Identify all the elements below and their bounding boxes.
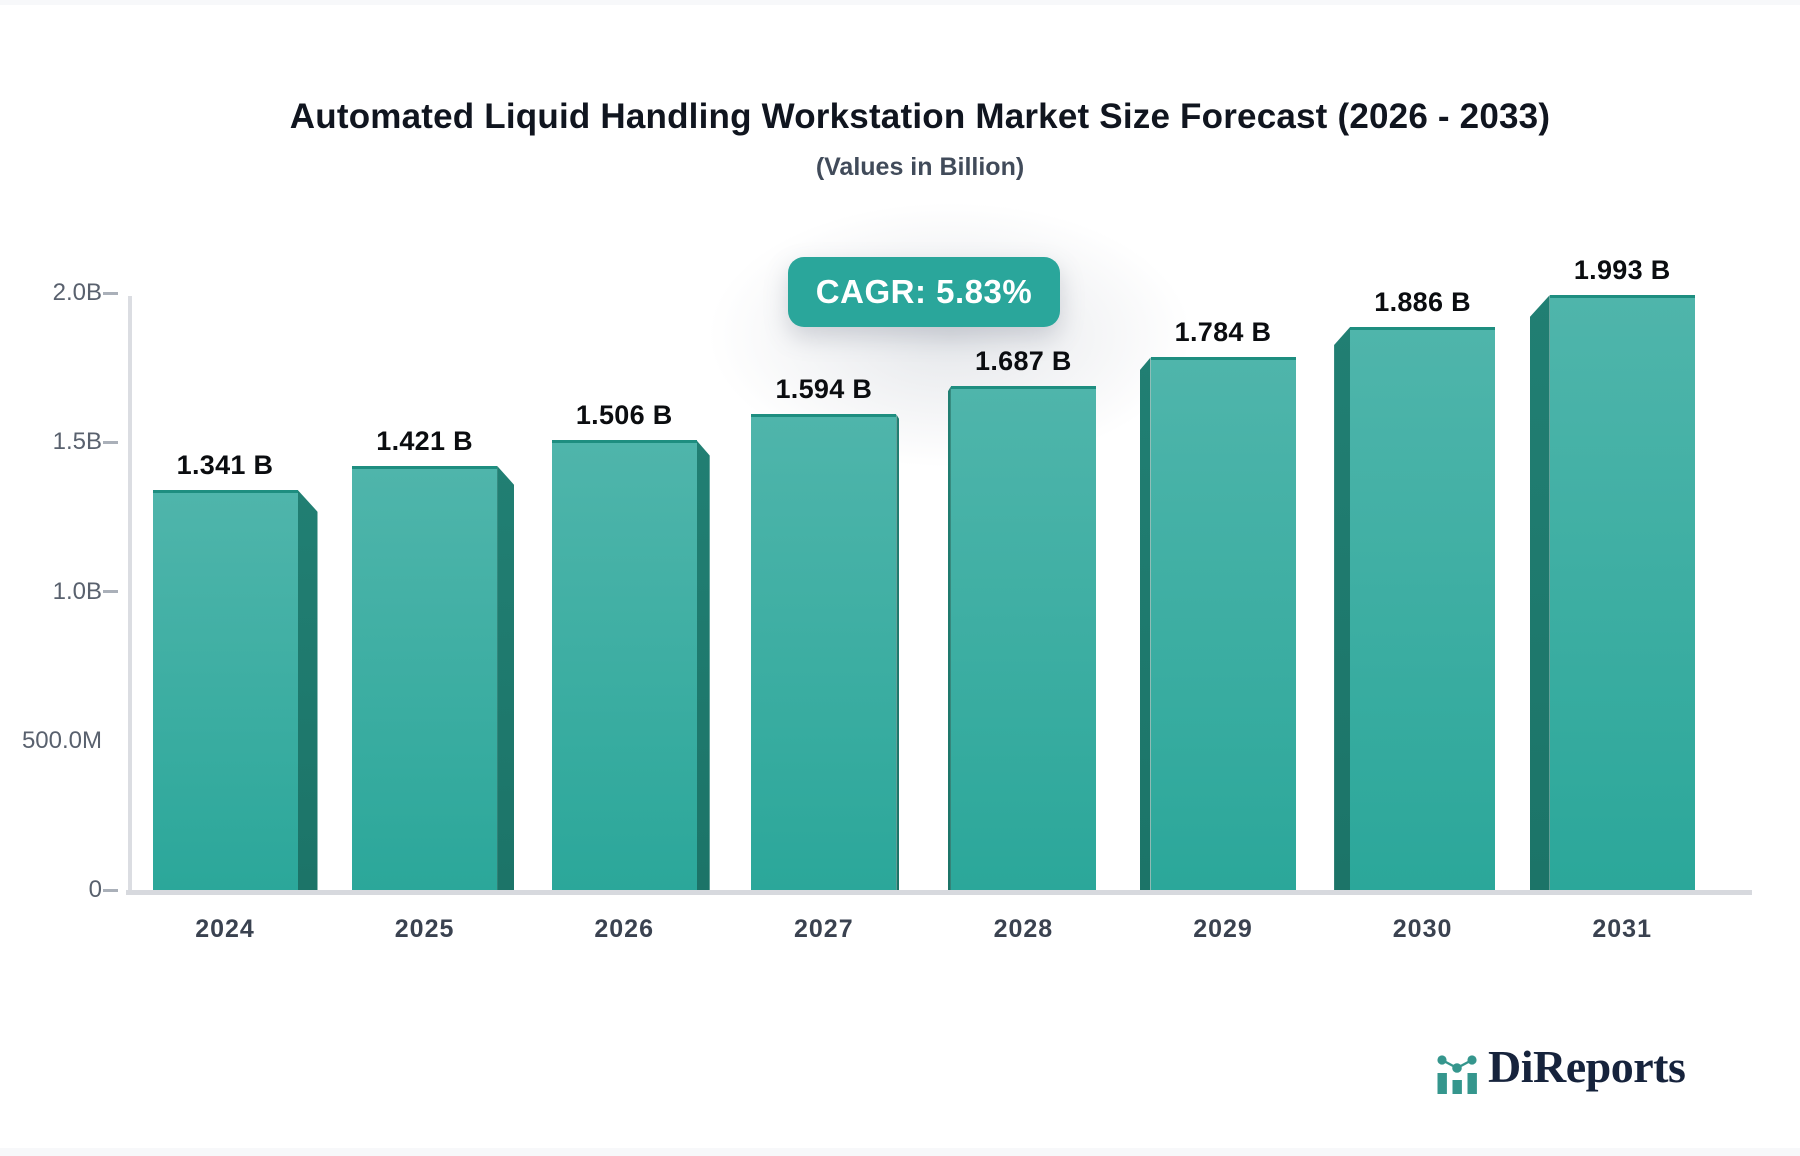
x-axis-label: 2024 bbox=[195, 915, 255, 943]
brand-logo: DiReports bbox=[1434, 1041, 1686, 1099]
bar-2028 bbox=[950, 386, 1096, 890]
page-title: Automated Liquid Handling Workstation Ma… bbox=[289, 97, 1551, 136]
bar-3d-side bbox=[696, 440, 710, 890]
y-axis-line bbox=[128, 296, 132, 890]
y-axis-label: 2.0B bbox=[52, 279, 102, 306]
x-axis-label: 2029 bbox=[1193, 915, 1253, 943]
bar-value-label: 1.421 B bbox=[376, 425, 473, 456]
x-axis-label: 2027 bbox=[793, 915, 854, 943]
bar-2024 bbox=[152, 489, 298, 890]
cagr-badge: CAGR: 5.83% bbox=[788, 257, 1060, 327]
x-axis-label: 2028 bbox=[993, 915, 1054, 943]
y-axis-label: 0 bbox=[88, 876, 102, 903]
bar-3d-side bbox=[1529, 295, 1550, 890]
x-axis-label: 2026 bbox=[594, 915, 654, 943]
bar-2027 bbox=[751, 414, 897, 890]
bar-value-label: 1.784 B bbox=[1174, 317, 1272, 348]
bar-value-label: 1.687 B bbox=[975, 346, 1072, 377]
bar-value-label: 1.886 B bbox=[1374, 287, 1471, 318]
bar-3d-side bbox=[947, 386, 951, 890]
bar-value-label: 1.594 B bbox=[775, 374, 873, 405]
brand-name: DiReports bbox=[1488, 1041, 1686, 1092]
bar-3d-side bbox=[1334, 327, 1351, 890]
y-axis-tick bbox=[103, 590, 118, 593]
x-axis-label: 2030 bbox=[1392, 915, 1453, 943]
y-axis-tick bbox=[103, 888, 118, 892]
bar-3d-side bbox=[497, 465, 515, 890]
page-subtitle: (Values in Billion) bbox=[815, 153, 1025, 181]
bar-2030 bbox=[1350, 327, 1496, 890]
bar-value-label: 1.993 B bbox=[1573, 255, 1671, 286]
cagr-badge-label: CAGR: 5.83% bbox=[815, 273, 1033, 310]
x-axis-label: 2031 bbox=[1592, 915, 1652, 943]
y-axis-tick bbox=[103, 291, 118, 295]
bar-value-label: 1.341 B bbox=[176, 449, 274, 480]
y-axis-label: 1.0B bbox=[52, 577, 102, 605]
bar-3d-side bbox=[1139, 357, 1151, 890]
y-axis-label: 1.5B bbox=[52, 428, 102, 456]
x-axis-line bbox=[126, 890, 1752, 895]
y-axis-label: 500.0M bbox=[21, 726, 102, 754]
bar-2031 bbox=[1549, 295, 1695, 890]
bar-2026 bbox=[551, 440, 697, 890]
bar-value-label: 1.506 B bbox=[575, 400, 673, 431]
brand-chart-icon bbox=[1437, 1055, 1477, 1094]
bar-2029 bbox=[1150, 357, 1296, 890]
x-axis-label: 2025 bbox=[394, 915, 455, 943]
bar-2025 bbox=[352, 465, 498, 890]
y-axis-tick bbox=[103, 440, 118, 444]
bar-3d-side bbox=[896, 414, 900, 890]
bar-3d-side bbox=[297, 489, 318, 890]
